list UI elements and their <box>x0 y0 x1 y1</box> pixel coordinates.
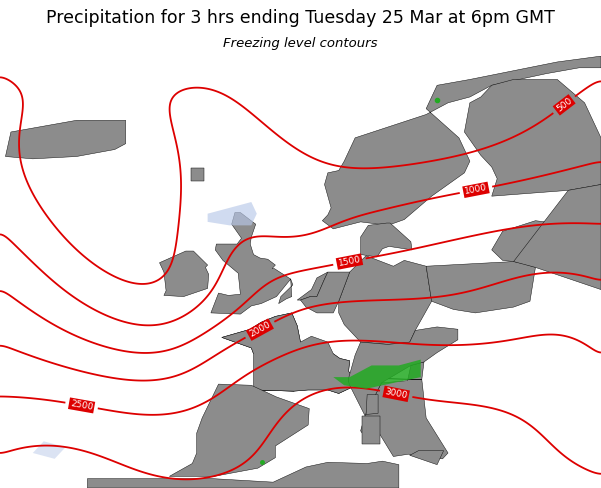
Polygon shape <box>322 56 601 229</box>
Polygon shape <box>410 450 444 465</box>
Text: Freezing level contours: Freezing level contours <box>223 37 378 50</box>
Text: Precipitation for 3 hrs ending Tuesday 25 Mar at 6pm GMT: Precipitation for 3 hrs ending Tuesday 2… <box>46 9 555 27</box>
Polygon shape <box>514 184 601 289</box>
Polygon shape <box>465 80 601 196</box>
Polygon shape <box>349 362 448 459</box>
Polygon shape <box>211 213 293 314</box>
Polygon shape <box>222 313 300 356</box>
Polygon shape <box>254 354 356 393</box>
Text: 2500: 2500 <box>70 399 94 412</box>
Polygon shape <box>362 416 380 444</box>
Polygon shape <box>297 272 328 300</box>
Polygon shape <box>339 256 432 345</box>
Polygon shape <box>334 360 421 389</box>
Polygon shape <box>33 441 66 459</box>
Polygon shape <box>207 202 257 225</box>
Polygon shape <box>426 262 535 313</box>
Text: 2000: 2000 <box>248 320 272 339</box>
Polygon shape <box>361 223 412 257</box>
Text: 1500: 1500 <box>337 255 362 268</box>
Text: 500: 500 <box>555 96 574 114</box>
Polygon shape <box>492 221 579 262</box>
Text: 1000: 1000 <box>464 183 488 197</box>
Polygon shape <box>349 327 458 416</box>
Polygon shape <box>222 313 356 393</box>
Text: 3000: 3000 <box>384 387 408 401</box>
Polygon shape <box>366 395 378 414</box>
Polygon shape <box>5 121 126 159</box>
Polygon shape <box>169 384 310 476</box>
Polygon shape <box>87 461 399 488</box>
Polygon shape <box>159 251 209 297</box>
Polygon shape <box>300 272 350 313</box>
Polygon shape <box>191 168 204 181</box>
